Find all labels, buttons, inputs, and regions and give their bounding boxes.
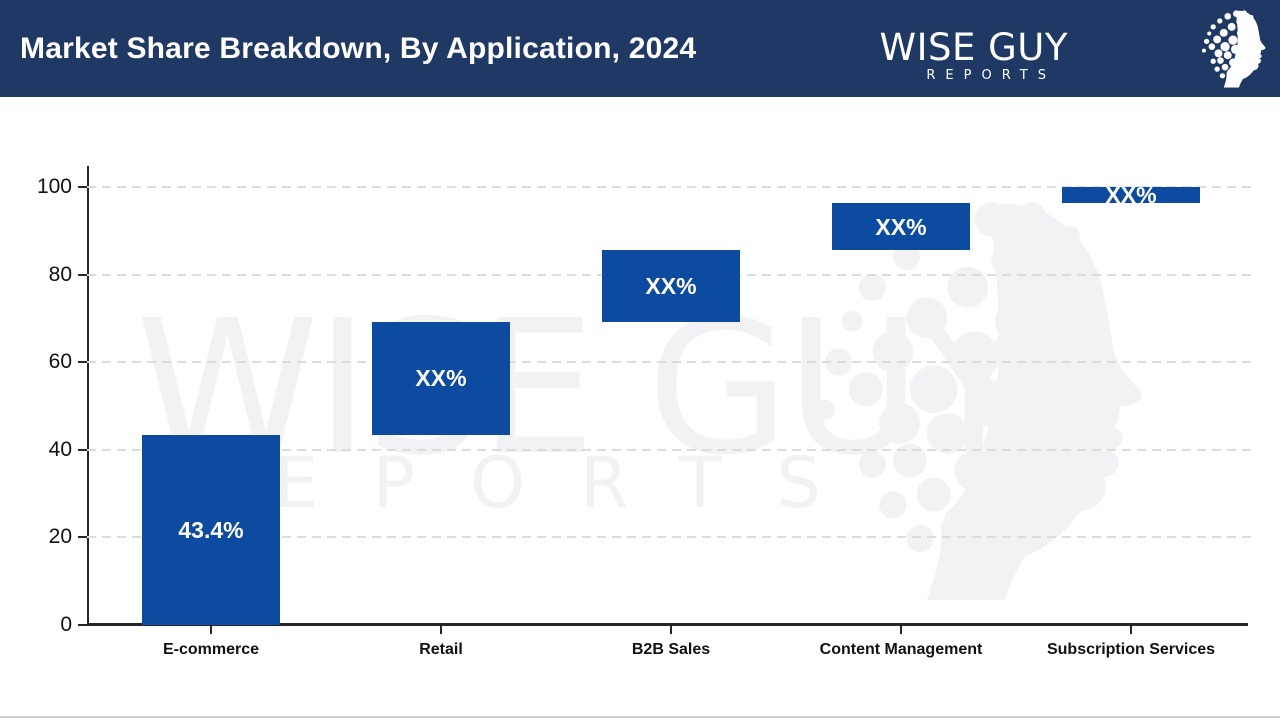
chart-title: Market Share Breakdown, By Application, … — [20, 31, 697, 65]
bar-value-label-retail: XX% — [415, 365, 467, 392]
x-axis-tick-mark — [900, 626, 902, 634]
bar-subscription-services — [1062, 187, 1200, 204]
bar-retail — [372, 321, 510, 435]
bar-value-label-e-commerce: 43.4% — [178, 516, 244, 543]
y-axis-tick-label: 60 — [48, 350, 72, 374]
y-axis-tick-label: 100 — [36, 175, 72, 198]
y-axis-tick-label: 20 — [48, 525, 72, 549]
gridline-40 — [87, 448, 1252, 451]
y-axis-tick-mark — [78, 361, 87, 364]
x-axis-line — [87, 623, 1248, 626]
y-axis-tick-mark — [78, 536, 87, 539]
x-axis-tick-mark — [440, 626, 442, 634]
y-axis-line — [87, 166, 89, 625]
bar-value-label-subscription-services: XX% — [1105, 182, 1157, 209]
y-axis-tick-label: 0 — [60, 613, 72, 636]
y-axis-tick-label: 80 — [48, 262, 72, 286]
gridline-100 — [87, 186, 1252, 188]
x-axis-category-label-e-commerce: E-commerce — [162, 641, 260, 658]
bar-b2b-sales — [602, 250, 740, 322]
x-axis-category-label-retail: Retail — [419, 641, 463, 658]
x-axis-tick-mark — [210, 626, 212, 634]
y-axis-tick-mark — [78, 448, 87, 451]
bar-value-label-content-management: XX% — [875, 213, 927, 240]
x-axis-tick-mark — [1130, 626, 1132, 634]
x-axis-category-label-subscription-services: Subscription Services — [1046, 641, 1216, 658]
gridline-20 — [87, 536, 1252, 539]
gridline-60 — [87, 361, 1252, 364]
y-axis-tick-label: 40 — [48, 437, 72, 461]
bar-value-label-b2b-sales: XX% — [645, 272, 697, 299]
y-axis-tick-mark — [78, 186, 87, 188]
x-axis-category-label-content-management: Content Management — [819, 641, 983, 658]
x-axis-tick-mark — [670, 626, 672, 634]
wiseguy-head-icon — [1200, 8, 1266, 88]
page-bottom-border — [0, 716, 1280, 718]
y-axis-tick-mark — [78, 624, 87, 626]
header-bar: Market Share Breakdown, By Application, … — [0, 0, 1280, 97]
bar-e-commerce — [142, 434, 280, 625]
y-axis-tick-mark — [78, 273, 87, 276]
logo-wordmark: WISE GUY — [879, 26, 1068, 69]
logo-subtitle: REPORTS — [926, 68, 1056, 83]
x-axis-category-label-b2b-sales: B2B Sales — [631, 641, 711, 658]
